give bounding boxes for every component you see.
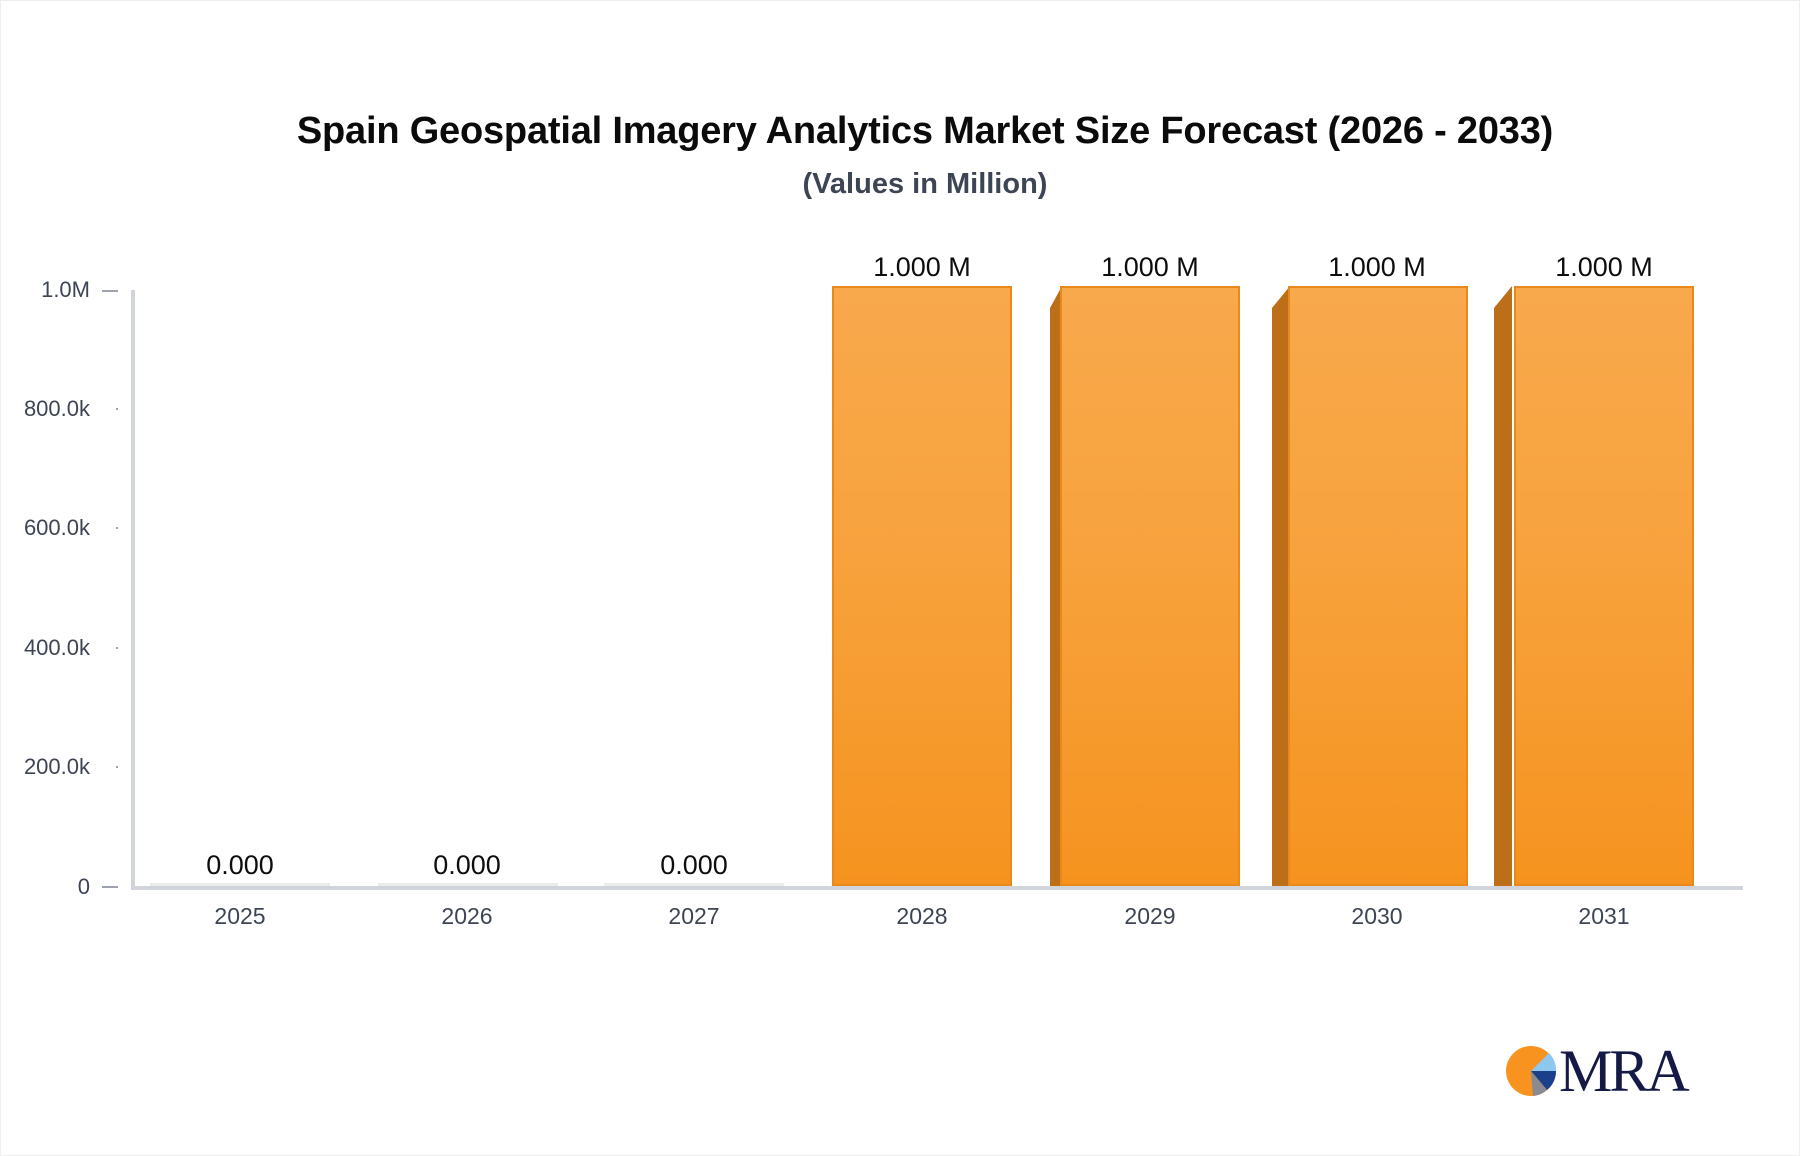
bar-value-label: 1.000 M [873,252,971,282]
chart-subtitle: (Values in Million) [802,168,1048,200]
logo-text: MRA [1559,1038,1690,1104]
x-tick-label: 2030 [1351,903,1403,929]
y-tick-label: 1.0M [41,277,90,302]
bar-value-label: 0.000 [660,850,728,880]
chart-title: Spain Geospatial Imagery Analytics Marke… [296,110,1554,152]
bar-side-2029 [1050,286,1062,886]
bar-2025[interactable] [150,883,330,886]
y-tick-label: 800.0k [23,396,90,421]
x-tick-label: 2028 [896,903,948,929]
x-axis-line [131,886,1743,890]
x-tick-label: 2026 [441,903,493,929]
y-tick-label: 0 [77,874,90,899]
bar-value-label: 0.000 [433,850,501,880]
y-tick-label: 400.0k [23,635,90,660]
bar-2027[interactable] [604,883,784,886]
bar-2030[interactable] [1288,286,1468,886]
bar-side-2030 [1272,286,1290,886]
bar-value-label: 1.000 M [1101,252,1199,282]
bar-2028[interactable] [832,286,1012,886]
y-tick-mark [102,886,118,888]
x-tick-label: 2029 [1124,903,1176,929]
bar-2026[interactable] [378,883,558,886]
y-tick-mark [116,647,118,649]
bar-value-label: 1.000 M [1328,252,1426,282]
bar-value-label: 1.000 M [1555,252,1653,282]
bar-value-label: 0.000 [206,850,274,880]
bar-2029[interactable] [1060,286,1240,886]
y-tick-label: 600.0k [23,515,90,540]
pie-chart-logo-icon [1506,1046,1557,1096]
y-axis-line [131,290,135,890]
x-tick-label: 2031 [1578,903,1630,929]
y-tick-label: 200.0k [23,754,90,779]
x-tick-label: 2025 [214,903,266,929]
y-tick-mark [116,766,118,768]
bar-side-2031 [1494,286,1512,886]
mra-logo: MRA [1505,1038,1695,1104]
y-tick-mark [116,408,118,410]
x-tick-label: 2027 [668,903,720,929]
y-tick-mark [102,290,118,292]
bar-2031[interactable] [1514,286,1694,886]
y-tick-mark [116,527,118,529]
